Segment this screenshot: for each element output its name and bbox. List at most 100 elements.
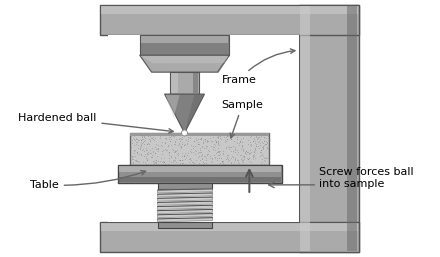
- Point: [227, 161, 235, 166]
- Point: [142, 154, 149, 158]
- Point: [188, 158, 195, 162]
- Point: [249, 155, 257, 159]
- Point: [158, 156, 165, 160]
- Point: [186, 149, 193, 153]
- Point: [209, 139, 216, 143]
- Point: [223, 134, 230, 138]
- Point: [247, 160, 254, 164]
- Point: [143, 158, 150, 162]
- Point: [134, 138, 141, 142]
- Point: [242, 152, 249, 156]
- Point: [239, 158, 246, 162]
- Point: [209, 145, 216, 149]
- Point: [260, 146, 267, 150]
- Point: [166, 156, 173, 160]
- Point: [151, 151, 158, 155]
- Point: [239, 148, 246, 152]
- Bar: [101, 223, 358, 231]
- Point: [187, 157, 194, 161]
- Point: [225, 145, 232, 149]
- Point: [240, 155, 247, 159]
- Point: [129, 157, 136, 161]
- Point: [151, 160, 158, 164]
- Point: [178, 161, 185, 165]
- Point: [177, 145, 184, 149]
- Bar: [100, 222, 359, 252]
- Bar: [117, 165, 282, 183]
- Point: [143, 152, 150, 156]
- Point: [172, 142, 179, 146]
- Bar: [300, 6, 310, 251]
- Point: [240, 157, 247, 161]
- Point: [172, 158, 179, 162]
- Point: [180, 154, 187, 159]
- Point: [258, 160, 265, 164]
- Point: [195, 137, 202, 141]
- Point: [251, 149, 258, 153]
- Point: [166, 137, 173, 141]
- Point: [154, 154, 161, 159]
- Point: [179, 137, 186, 141]
- Point: [129, 141, 136, 145]
- Polygon shape: [141, 56, 228, 63]
- Point: [131, 143, 138, 147]
- Point: [216, 134, 224, 138]
- Point: [246, 151, 253, 155]
- Point: [215, 136, 222, 140]
- Point: [172, 149, 179, 153]
- Point: [158, 152, 165, 156]
- Point: [223, 135, 230, 139]
- Point: [263, 140, 270, 144]
- Point: [195, 155, 202, 159]
- Point: [160, 148, 167, 152]
- Point: [234, 150, 241, 154]
- Point: [133, 151, 140, 155]
- Point: [134, 159, 141, 163]
- Point: [201, 154, 208, 158]
- Point: [239, 160, 246, 164]
- Point: [234, 137, 241, 141]
- Point: [166, 139, 173, 143]
- Polygon shape: [165, 94, 205, 133]
- Point: [177, 144, 184, 148]
- Text: Frame: Frame: [221, 49, 295, 85]
- Bar: [130, 133, 269, 136]
- Point: [132, 158, 139, 162]
- Point: [133, 142, 140, 146]
- Point: [157, 159, 164, 163]
- Polygon shape: [158, 205, 213, 209]
- Text: Screw forces ball
into sample: Screw forces ball into sample: [319, 167, 414, 189]
- Point: [133, 140, 140, 144]
- Point: [136, 147, 143, 151]
- Point: [195, 140, 202, 144]
- Point: [260, 134, 268, 139]
- Point: [221, 140, 228, 144]
- Point: [128, 157, 136, 161]
- Point: [200, 146, 207, 150]
- Point: [199, 140, 206, 144]
- Point: [216, 149, 223, 153]
- Point: [176, 137, 183, 141]
- Point: [144, 133, 151, 137]
- Point: [191, 161, 198, 165]
- Polygon shape: [158, 201, 213, 205]
- Point: [250, 137, 257, 141]
- Point: [245, 157, 252, 161]
- Point: [133, 140, 140, 144]
- Point: [172, 150, 179, 154]
- Point: [205, 149, 213, 153]
- Point: [175, 141, 182, 145]
- Point: [139, 148, 146, 152]
- Point: [235, 143, 242, 147]
- Point: [214, 145, 221, 150]
- Point: [218, 156, 225, 160]
- Point: [257, 141, 264, 145]
- Point: [189, 160, 196, 164]
- Point: [260, 153, 267, 158]
- Point: [258, 161, 265, 166]
- Point: [260, 139, 268, 143]
- Point: [191, 151, 198, 155]
- Point: [220, 149, 227, 153]
- Point: [231, 160, 238, 164]
- Point: [171, 159, 178, 163]
